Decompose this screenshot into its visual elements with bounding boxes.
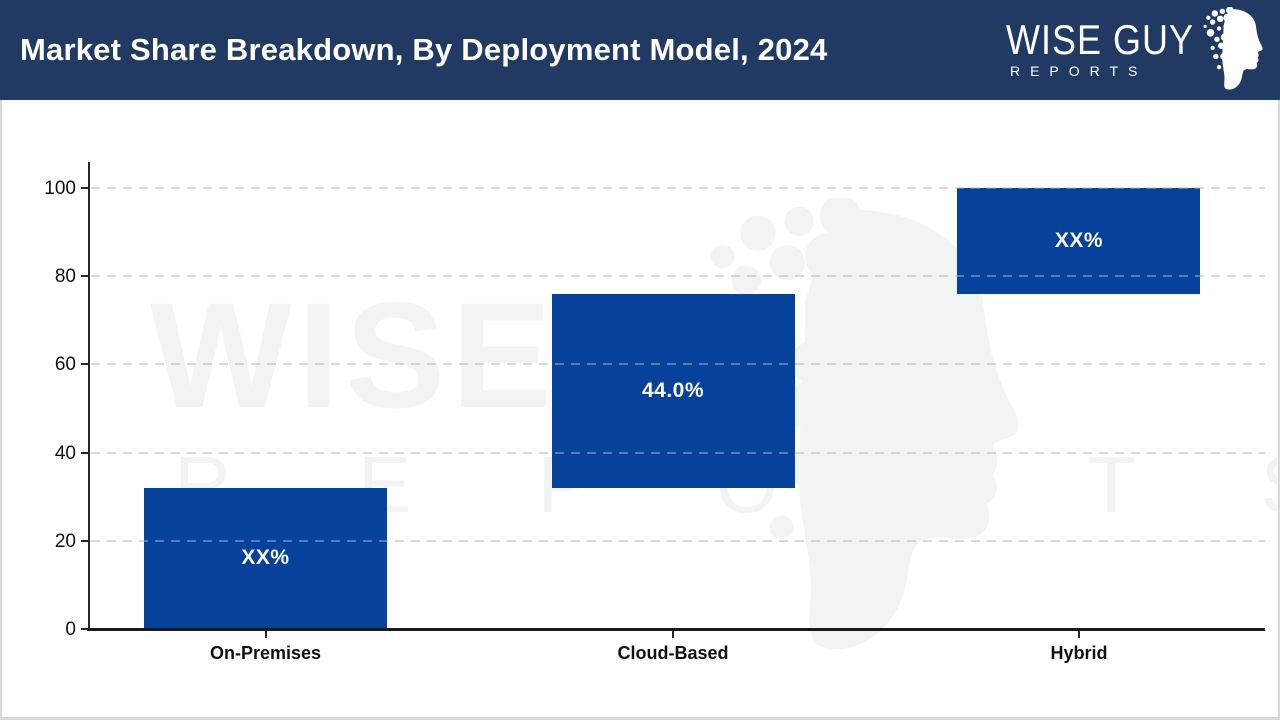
y-axis-line	[88, 162, 90, 631]
logo-subtext: REPORTS	[1009, 62, 1148, 79]
y-axis-tick-label: 40	[54, 442, 76, 464]
x-axis-label-hybrid: Hybrid	[1050, 643, 1108, 663]
x-axis-label-on-premises: On-Premises	[209, 643, 322, 663]
y-axis-tick	[81, 539, 89, 542]
y-axis-tick	[81, 275, 89, 278]
bar-value-label: XX%	[1054, 228, 1104, 252]
x-axis-tick	[672, 631, 674, 638]
y-axis-tick-label: 20	[54, 530, 76, 552]
bar-hybrid: XX%	[957, 188, 1201, 294]
brand-logo-text: WISE GUY REPORTS	[1005, 15, 1194, 79]
plot: XX% On-Premises 44.0% Cloud-Based XX% Hybrid 0…	[2, 100, 1278, 717]
gridline-80	[91, 275, 1265, 278]
y-axis-tick	[81, 451, 89, 454]
x-axis-label-cloud-based: Cloud-Based	[617, 643, 729, 663]
header: Market Share Breakdown, By Deployment Mo…	[0, 0, 1280, 100]
page-title: Market Share Breakdown, By Deployment Mo…	[20, 32, 828, 67]
x-axis-line	[87, 628, 1265, 631]
y-axis-tick	[81, 187, 89, 189]
y-axis-tick-label: 60	[54, 354, 76, 376]
bar-value-label: XX%	[241, 546, 290, 570]
brand-logo: WISE GUY REPORTS	[1006, 7, 1268, 93]
gridline-60	[91, 363, 1265, 366]
bar-cloud-based: 44.0%	[551, 293, 795, 488]
logo-face-icon	[1203, 7, 1263, 90]
x-axis-tick	[264, 631, 267, 638]
chart-area: WISE GUY R E P O R T S	[0, 100, 1280, 720]
gridline-100	[91, 187, 1265, 189]
y-axis-tick-label: 100	[44, 178, 76, 199]
y-axis-tick	[81, 628, 89, 630]
gridline-40	[91, 451, 1265, 454]
bar-on-premises: XX%	[144, 487, 387, 629]
y-axis-tick	[81, 363, 89, 366]
y-axis-tick-label: 80	[54, 266, 76, 288]
bar-value-label: 44.0%	[641, 378, 705, 402]
logo-wordmark: WISE GUY	[1005, 15, 1194, 63]
gridline-20	[91, 539, 1265, 542]
y-axis-tick-label: 0	[65, 619, 76, 640]
x-axis-tick	[1077, 631, 1080, 638]
